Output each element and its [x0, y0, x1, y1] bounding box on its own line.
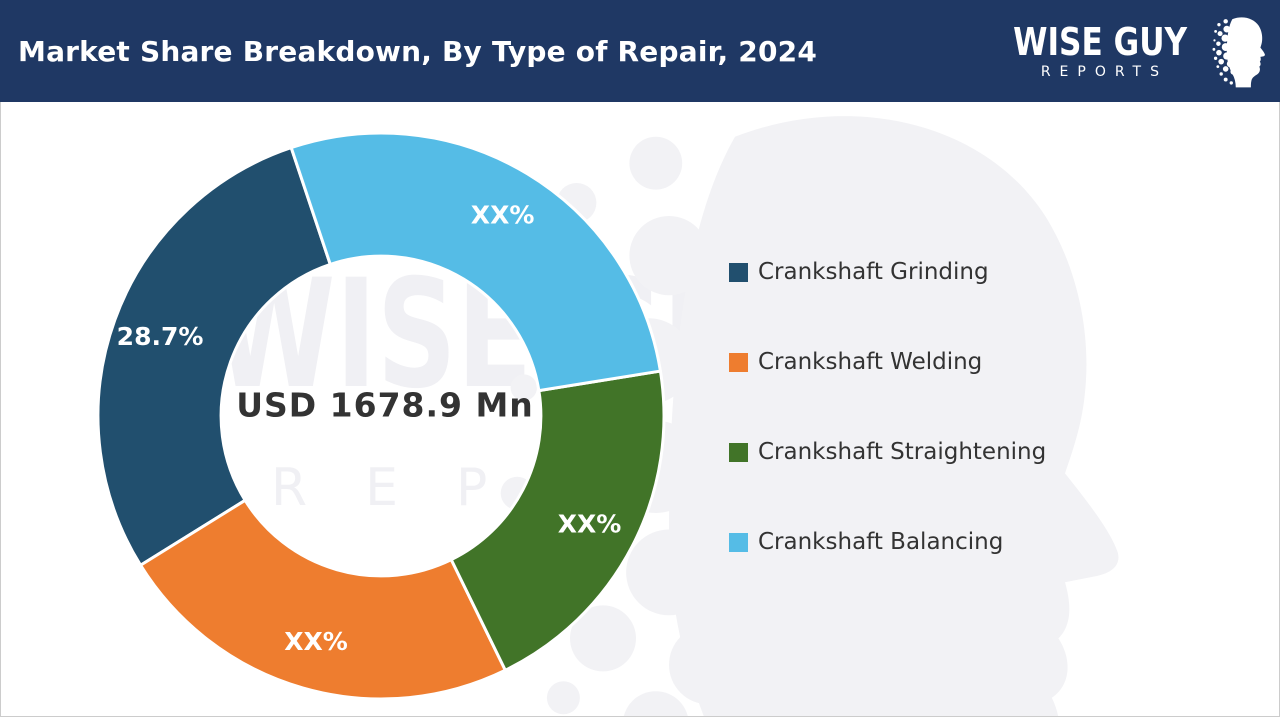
wise-guy-logo: WISE GUY REPORTS — [994, 12, 1266, 90]
donut-segment-label-0: 28.7% — [117, 322, 204, 351]
logo-wordmark: WISE GUY — [1012, 19, 1187, 64]
donut-chart: 28.7% XX% XX% XX% — [96, 131, 666, 701]
header-bar: Market Share Breakdown, By Type of Repai… — [0, 0, 1280, 102]
donut-segment-label-1: XX% — [284, 627, 348, 656]
donut-segment-3 — [289, 131, 662, 393]
legend-label: Crankshaft Straightening — [758, 439, 1047, 465]
legend-swatch-icon — [729, 532, 748, 552]
legend-swatch-icon — [729, 442, 748, 462]
donut-segment-0 — [96, 146, 332, 567]
logo-face-icon — [1212, 17, 1265, 88]
logo-subtitle: REPORTS — [1040, 63, 1168, 80]
donut-center-value: USD 1678.9 Mn — [236, 385, 534, 425]
donut-segment-label-2: XX% — [558, 510, 622, 539]
donut-segment-2 — [449, 369, 666, 672]
legend-label: Crankshaft Balancing — [758, 529, 1004, 555]
page-title: Market Share Breakdown, By Type of Repai… — [18, 34, 818, 68]
chart-canvas: WISE GUY REPORTS 28.7%XX%XX%XX% USD 1678… — [0, 102, 1280, 717]
legend-item-crankshaft-welding: Crankshaft Welding — [729, 349, 1046, 375]
donut-segment-label-3: XX% — [471, 201, 535, 230]
donut-segment-1 — [139, 498, 507, 701]
legend-item-crankshaft-straightening: Crankshaft Straightening — [729, 439, 1046, 465]
legend-label: Crankshaft Welding — [758, 349, 983, 375]
chart-legend: Crankshaft Grinding Crankshaft Welding C… — [729, 259, 1046, 619]
legend-swatch-icon — [729, 352, 748, 372]
logo-text: WISE GUY REPORTS — [994, 23, 1206, 80]
legend-item-crankshaft-balancing: Crankshaft Balancing — [729, 529, 1046, 555]
legend-item-crankshaft-grinding: Crankshaft Grinding — [729, 259, 1046, 285]
legend-swatch-icon — [729, 262, 748, 282]
legend-label: Crankshaft Grinding — [758, 259, 989, 285]
